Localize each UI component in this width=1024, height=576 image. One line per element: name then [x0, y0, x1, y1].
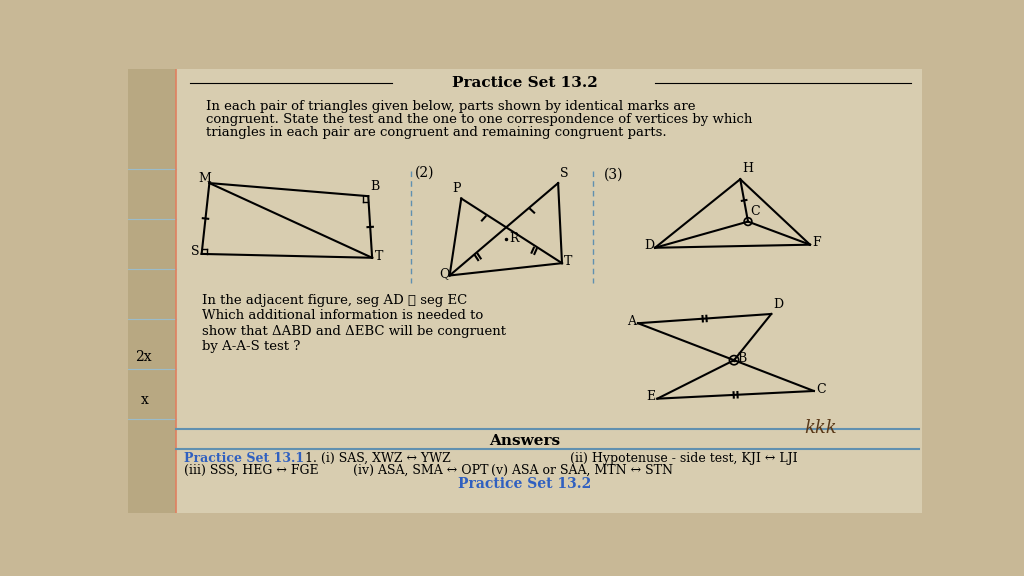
Text: show that ΔABD and ΔEBC will be congruent: show that ΔABD and ΔEBC will be congruen… — [202, 325, 506, 338]
Text: (iii) SSS, HEG ↔ FGE: (iii) SSS, HEG ↔ FGE — [183, 464, 318, 477]
Text: Q: Q — [438, 267, 450, 280]
Text: (ii) Hypotenuse - side test, KJI ↔ LJI: (ii) Hypotenuse - side test, KJI ↔ LJI — [569, 452, 798, 465]
Text: by A-A-S test ?: by A-A-S test ? — [202, 340, 300, 353]
Text: (v) ASA or SAA, MTN ↔ STN: (v) ASA or SAA, MTN ↔ STN — [490, 464, 673, 477]
Text: S: S — [560, 167, 568, 180]
Text: (2): (2) — [415, 166, 434, 180]
Text: A: A — [627, 314, 636, 328]
Text: R: R — [509, 232, 519, 245]
Text: In each pair of triangles given below, parts shown by identical marks are: In each pair of triangles given below, p… — [206, 100, 695, 113]
Text: H: H — [741, 161, 753, 175]
Text: B: B — [737, 352, 746, 365]
Text: In the adjacent figure, seg AD ≅ seg EC: In the adjacent figure, seg AD ≅ seg EC — [202, 294, 467, 307]
Text: D: D — [773, 298, 783, 311]
Text: Practice Set 13.2: Practice Set 13.2 — [458, 478, 592, 491]
Text: M: M — [199, 172, 211, 184]
Bar — [128, 69, 176, 513]
Text: F: F — [812, 236, 821, 249]
Text: x: x — [141, 392, 148, 407]
Text: C: C — [751, 206, 760, 218]
Text: Practice Set 13.1: Practice Set 13.1 — [183, 452, 304, 465]
Text: E: E — [646, 390, 655, 403]
Text: D: D — [644, 239, 654, 252]
Text: P: P — [452, 183, 461, 195]
Text: congruent. State the test and the one to one correspondence of vertices by which: congruent. State the test and the one to… — [206, 113, 752, 126]
Text: Practice Set 13.2: Practice Set 13.2 — [452, 76, 598, 90]
Text: S: S — [190, 245, 200, 259]
Text: (3): (3) — [604, 168, 624, 181]
Text: Which additional information is needed to: Which additional information is needed t… — [202, 309, 483, 323]
Text: 2x: 2x — [135, 350, 152, 364]
Text: (iv) ASA, SMA ↔ OPT: (iv) ASA, SMA ↔ OPT — [352, 464, 488, 477]
Text: T: T — [563, 255, 572, 268]
Text: 1. (i) SAS, XWZ ↔ YWZ: 1. (i) SAS, XWZ ↔ YWZ — [297, 452, 451, 465]
Text: C: C — [816, 382, 825, 396]
Text: T: T — [375, 250, 383, 263]
Text: kkk: kkk — [804, 419, 837, 437]
Text: Answers: Answers — [489, 434, 560, 448]
Text: B: B — [371, 180, 380, 193]
Text: triangles in each pair are congruent and remaining congruent parts.: triangles in each pair are congruent and… — [206, 126, 667, 139]
